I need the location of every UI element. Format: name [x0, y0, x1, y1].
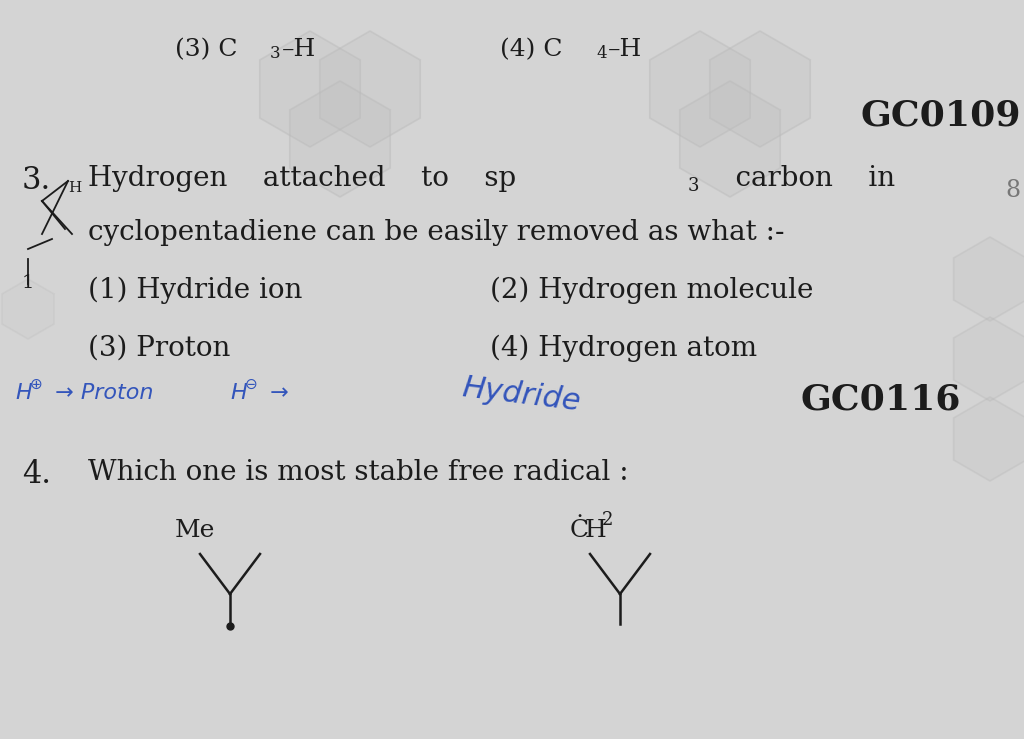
Text: ⊖: ⊖ — [245, 377, 258, 392]
Text: –H: –H — [608, 38, 642, 61]
Text: Which one is most stable free radical :: Which one is most stable free radical : — [88, 459, 629, 486]
Polygon shape — [260, 31, 360, 147]
Text: (1) Hydride ion: (1) Hydride ion — [88, 277, 302, 304]
Text: 4.: 4. — [22, 459, 51, 490]
Polygon shape — [953, 397, 1024, 481]
Text: GC0116: GC0116 — [800, 383, 961, 417]
Text: cyclopentadiene can be easily removed as what :-: cyclopentadiene can be easily removed as… — [88, 219, 784, 246]
Text: (3) C: (3) C — [175, 38, 238, 61]
Text: → Proton: → Proton — [48, 383, 154, 403]
Polygon shape — [290, 81, 390, 197]
Text: 3: 3 — [688, 177, 699, 195]
Text: 3: 3 — [270, 45, 281, 62]
Polygon shape — [650, 31, 751, 147]
Text: 4: 4 — [596, 45, 606, 62]
Text: H: H — [585, 519, 607, 542]
Text: 3.: 3. — [22, 165, 51, 196]
Text: (4) C: (4) C — [500, 38, 562, 61]
Text: 1: 1 — [22, 274, 35, 292]
Text: H: H — [15, 383, 32, 403]
Text: carbon    in: carbon in — [700, 165, 895, 192]
Text: →: → — [263, 383, 289, 403]
Text: ⊕: ⊕ — [30, 377, 43, 392]
Text: H: H — [68, 181, 81, 195]
Text: (4) Hydrogen atom: (4) Hydrogen atom — [490, 335, 757, 362]
Text: –H: –H — [282, 38, 316, 61]
Polygon shape — [680, 81, 780, 197]
Text: H: H — [230, 383, 247, 403]
Text: (2) Hydrogen molecule: (2) Hydrogen molecule — [490, 277, 813, 304]
Polygon shape — [953, 237, 1024, 321]
Text: Hydride: Hydride — [460, 373, 582, 416]
Text: Hydrogen    attached    to    sp: Hydrogen attached to sp — [88, 165, 516, 192]
Text: Me: Me — [175, 519, 215, 542]
Text: GC0109: GC0109 — [860, 99, 1021, 133]
Text: (3) Proton: (3) Proton — [88, 335, 230, 362]
Polygon shape — [710, 31, 810, 147]
Polygon shape — [953, 317, 1024, 401]
Polygon shape — [319, 31, 420, 147]
Polygon shape — [2, 279, 54, 339]
Text: 2: 2 — [602, 511, 613, 529]
Text: Ċ: Ċ — [570, 519, 589, 542]
Text: 8: 8 — [1005, 179, 1020, 202]
